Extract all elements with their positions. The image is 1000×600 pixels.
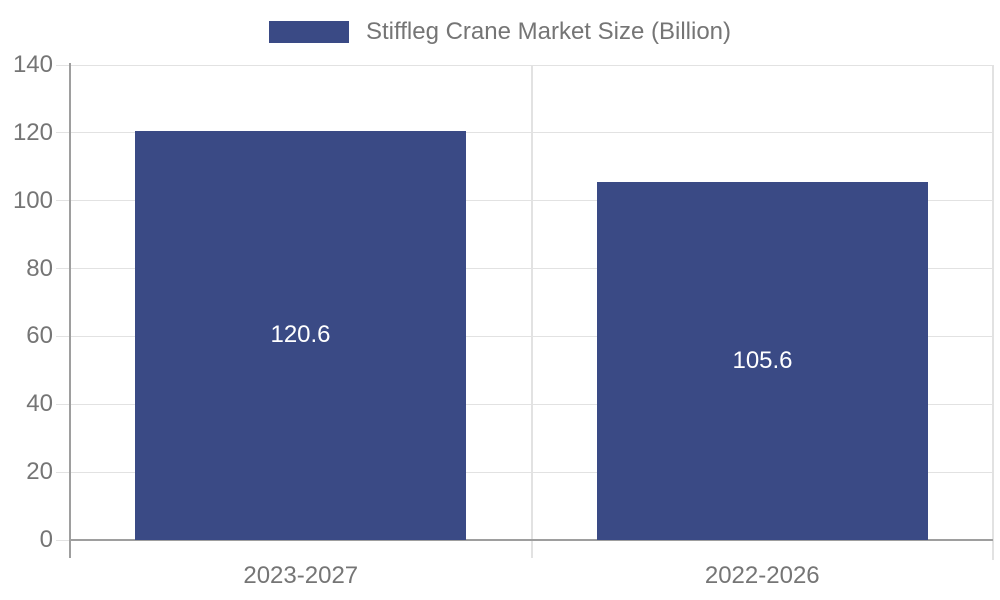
bar: 120.6 bbox=[135, 130, 466, 540]
legend-swatch bbox=[268, 21, 349, 43]
y-tick-mark bbox=[56, 64, 70, 66]
x-axis-line bbox=[69, 539, 993, 541]
y-tick-mark bbox=[56, 403, 70, 405]
plot-right-border bbox=[992, 65, 994, 560]
y-tick-label: 120 bbox=[12, 118, 53, 146]
bar-value-label: 105.6 bbox=[732, 346, 793, 374]
y-tick-label: 40 bbox=[26, 390, 53, 418]
y-tick-label: 80 bbox=[26, 254, 53, 282]
x-category-label: 2023-2027 bbox=[243, 562, 359, 589]
x-category-label: 2022-2026 bbox=[704, 562, 820, 589]
y-tick-mark bbox=[56, 268, 70, 270]
y-tick-label: 140 bbox=[12, 51, 53, 78]
y-tick-label: 20 bbox=[26, 458, 53, 486]
y-tick-mark bbox=[56, 471, 70, 473]
bar: 105.6 bbox=[597, 181, 928, 540]
y-tick-mark bbox=[56, 132, 70, 134]
y-axis-line bbox=[69, 63, 71, 558]
legend: Stiffleg Crane Market Size (Billion) bbox=[0, 18, 1000, 46]
y-tick-mark bbox=[56, 200, 70, 202]
y-tick-mark bbox=[56, 335, 70, 337]
bar-value-label: 120.6 bbox=[270, 321, 331, 349]
category-divider bbox=[530, 65, 533, 558]
y-tick-mark bbox=[56, 539, 70, 541]
y-tick-label: 100 bbox=[12, 186, 53, 214]
y-tick-label: 0 bbox=[39, 526, 53, 553]
y-tick-label: 60 bbox=[26, 322, 53, 350]
legend-label: Stiffleg Crane Market Size (Billion) bbox=[365, 18, 732, 45]
